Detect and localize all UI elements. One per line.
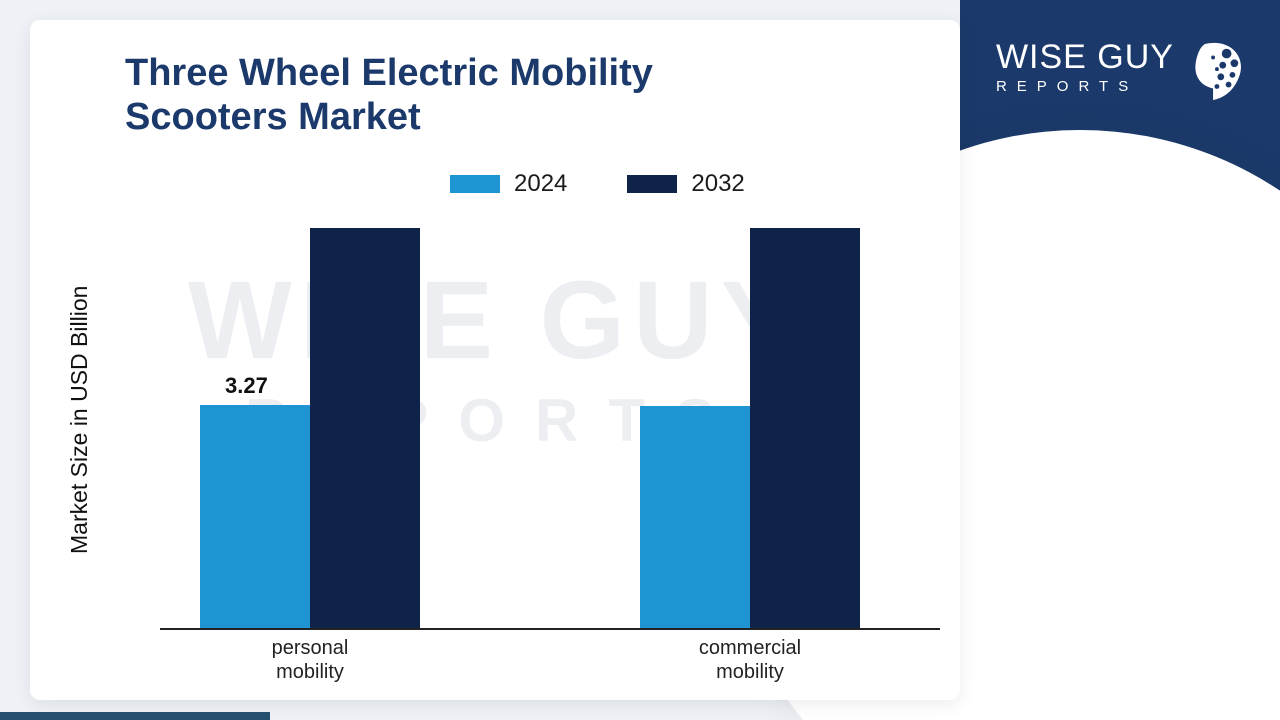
chart-card: WISE GUY REPORTS Three Wheel Electric Mo…: [30, 20, 960, 700]
brand-head-icon: [1184, 40, 1246, 102]
legend: 2024 2032: [450, 170, 745, 198]
legend-swatch: [450, 175, 500, 193]
category-label-line: mobility: [650, 660, 850, 684]
plot-area: 3.27personalmobility commercialmobility: [160, 220, 940, 630]
category-label-line: commercial: [650, 636, 850, 660]
bar-group: commercialmobility: [640, 228, 860, 628]
legend-item: 2032: [627, 170, 744, 198]
y-axis-label: Market Size in USD Billion: [66, 220, 93, 620]
category-label: commercialmobility: [650, 628, 850, 684]
bar-value-label: 3.27: [225, 373, 268, 399]
bar: [200, 405, 310, 628]
category-label-line: mobility: [210, 660, 410, 684]
bottom-accent-bar: [0, 712, 270, 720]
bar-group: 3.27personalmobility: [200, 228, 420, 628]
brand-logo: WISE GUY REPORTS: [986, 40, 1246, 102]
bar: [750, 228, 860, 628]
category-label-line: personal: [210, 636, 410, 660]
brand-bottom-line: REPORTS: [996, 78, 1174, 95]
brand-logo-text: WISE GUY REPORTS: [996, 40, 1174, 95]
legend-label: 2024: [514, 170, 567, 198]
brand-top-text: WISE GUY: [996, 38, 1174, 76]
page-root: WISE GUY REPORTS Three Wheel Electric Mo…: [0, 0, 1280, 720]
brand-top-line: WISE GUY: [996, 40, 1174, 74]
bar: [640, 406, 750, 628]
legend-label: 2032: [691, 170, 744, 198]
legend-item: 2024: [450, 170, 567, 198]
category-label: personalmobility: [210, 628, 410, 684]
bar: [310, 228, 420, 628]
legend-swatch: [627, 175, 677, 193]
chart-title: Three Wheel Electric Mobility Scooters M…: [125, 52, 775, 139]
